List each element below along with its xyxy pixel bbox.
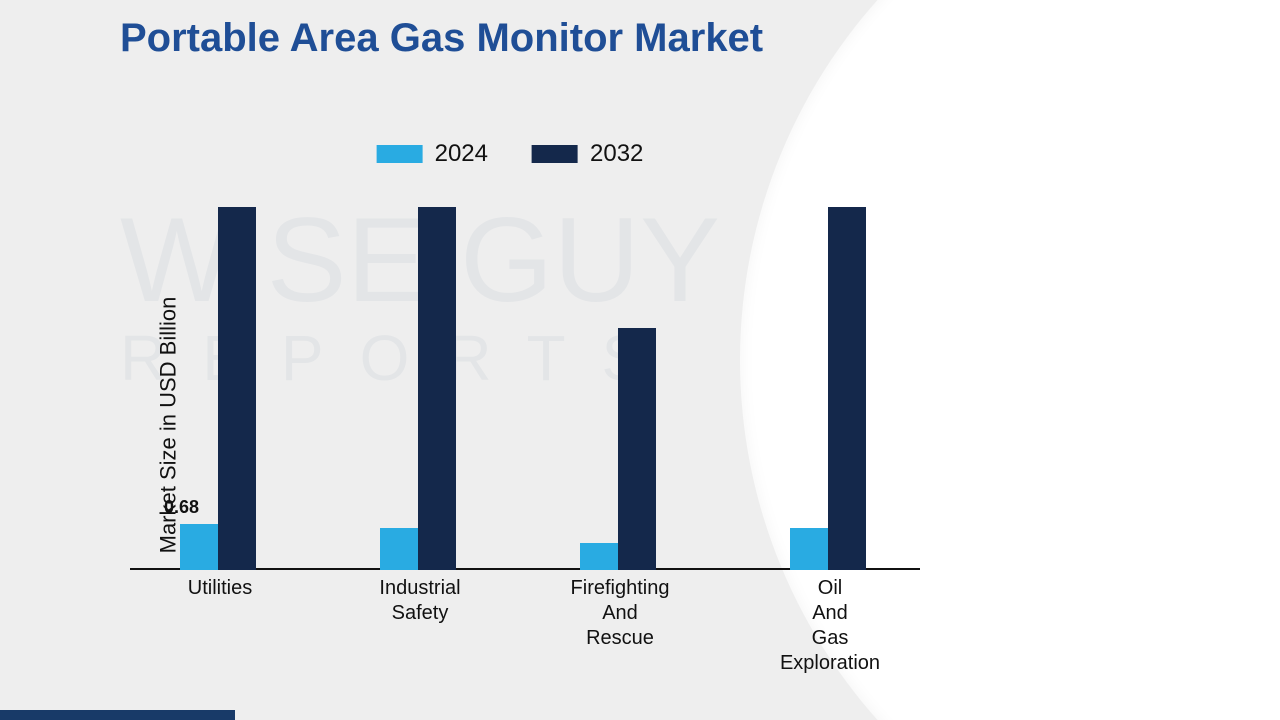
x-axis-category-label: FirefightingAndRescue — [545, 576, 695, 651]
x-axis-category-label: OilAndGasExploration — [755, 576, 905, 676]
bar-2032 — [828, 207, 866, 570]
bar-chart: Market Size in USD Billion 2024 2032 0.6… — [100, 160, 920, 690]
bar-value-label: 0.68 — [164, 497, 199, 518]
x-axis-category-label: Utilities — [145, 576, 295, 601]
plot-area: 0.68 — [130, 200, 920, 570]
legend-label-2024: 2024 — [435, 140, 488, 168]
bar-2032 — [418, 207, 456, 570]
bar-2024 — [790, 528, 828, 570]
bar-2024 — [180, 524, 218, 570]
legend-swatch-2024 — [377, 145, 423, 163]
brand-logo-line2: REPORTS — [1064, 56, 1252, 74]
legend-item-2024: 2024 — [377, 140, 488, 168]
legend: 2024 2032 — [377, 140, 644, 168]
brand-logo: WISE GUY REPORTS — [1064, 16, 1252, 74]
infographic-canvas: WISE GUY REPORTS WISE GUY REPORTS Portab… — [0, 0, 1280, 720]
bar-2032 — [618, 328, 656, 570]
x-axis-category-label: IndustrialSafety — [345, 576, 495, 626]
brand-logo-line1: WISE GUY — [1064, 16, 1252, 58]
bar-2024 — [380, 528, 418, 570]
bar-2032 — [218, 207, 256, 570]
legend-swatch-2032 — [532, 145, 578, 163]
legend-item-2032: 2032 — [532, 140, 643, 168]
bottom-accent-bar — [0, 710, 235, 720]
bar-2024 — [580, 543, 618, 570]
chart-title: Portable Area Gas Monitor Market — [120, 16, 763, 61]
legend-label-2032: 2032 — [590, 140, 643, 168]
